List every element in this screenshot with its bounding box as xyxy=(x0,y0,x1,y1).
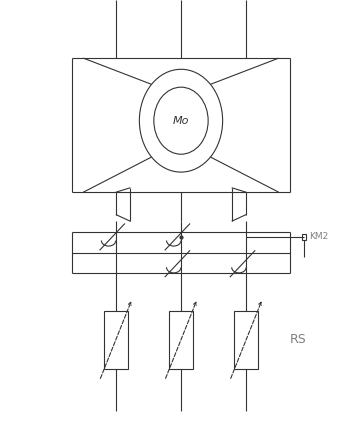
Bar xyxy=(104,311,127,369)
Bar xyxy=(302,234,306,240)
Bar xyxy=(235,311,258,369)
Text: KM2: KM2 xyxy=(310,232,329,241)
Bar xyxy=(169,311,193,369)
Text: Mo: Mo xyxy=(173,116,189,126)
Text: RS: RS xyxy=(290,333,306,346)
